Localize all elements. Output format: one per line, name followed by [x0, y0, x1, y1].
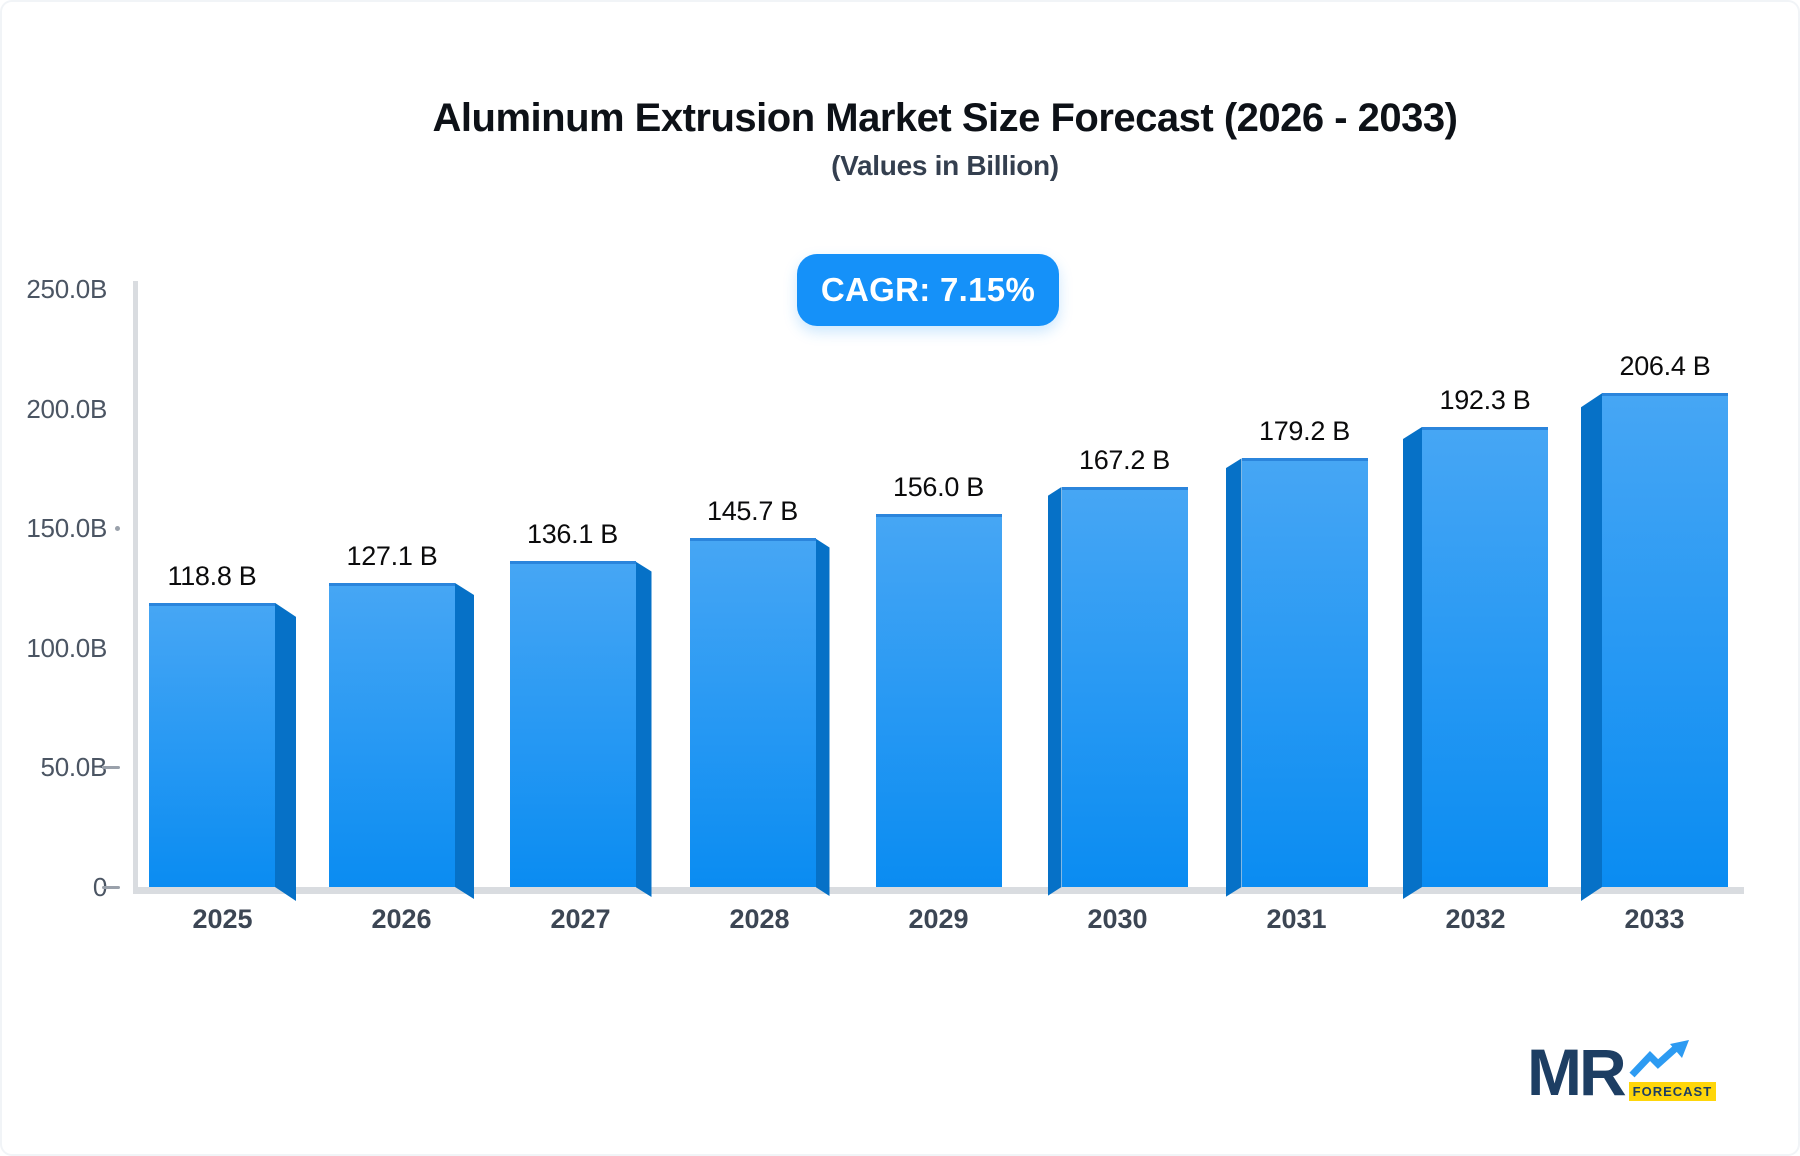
x-tick-label: 2028 [729, 904, 790, 934]
logo-tagline: FORECAST [1628, 1082, 1717, 1101]
bar-side-face [455, 583, 474, 899]
bar-2026 [329, 582, 455, 887]
bar-value-label: 118.8 B [167, 560, 257, 591]
logo-mr-text: MR [1527, 1035, 1627, 1109]
bar-2030 [1061, 487, 1188, 887]
y-tick-mark [115, 525, 120, 531]
y-tick-label: 0 [92, 872, 107, 902]
x-tick-label: 2030 [1087, 904, 1148, 934]
x-tick-label: 2031 [1266, 904, 1327, 934]
bar-2028 [689, 538, 816, 887]
x-tick-label: 2032 [1445, 904, 1506, 934]
y-tick-label: 50.0B [40, 752, 108, 783]
bar-side-face [275, 603, 296, 901]
chart-subtitle: (Values in Billion) [831, 150, 1059, 181]
bar-2032 [1422, 427, 1548, 887]
x-tick-label: 2033 [1624, 904, 1685, 934]
y-tick-label: 150.0B [26, 513, 107, 544]
y-tick-label: 100.0B [26, 632, 107, 663]
bar-value-label: 145.7 B [707, 496, 798, 527]
x-axis-line [133, 887, 1744, 894]
bar-2029 [875, 513, 1002, 887]
y-tick-mark [102, 885, 120, 889]
bar-2033 [1602, 393, 1728, 887]
bar-value-label: 156.0 B [893, 471, 984, 502]
bar-value-label: 167.2 B [1079, 445, 1170, 476]
x-tick-label: 2026 [371, 904, 432, 934]
bar-2025 [149, 602, 275, 887]
logo-right-column: FORECAST [1628, 1040, 1717, 1101]
bar-value-label: 136.1 B [527, 519, 618, 550]
y-tick-label: 200.0B [26, 393, 107, 424]
x-tick-label: 2027 [550, 904, 611, 934]
bar-value-label: 127.1 B [346, 540, 438, 571]
bar-2027 [509, 561, 636, 887]
bar-side-face [1048, 487, 1062, 896]
x-tick-label: 2029 [908, 904, 969, 934]
bar-side-face [1403, 427, 1422, 899]
x-tick-label: 2025 [192, 904, 253, 934]
growth-arrow-icon [1629, 1040, 1689, 1078]
y-tick-label: 250.0B [26, 274, 107, 304]
bar-side-face [636, 561, 652, 897]
y-tick-mark [102, 765, 120, 769]
bar-side-face [1226, 458, 1242, 897]
bar-side-face [816, 538, 830, 896]
bar-side-face [1581, 393, 1602, 901]
bar-value-label: 206.4 B [1619, 351, 1711, 382]
bar-2031 [1241, 458, 1368, 887]
cagr-badge: CAGR: 7.15% [797, 254, 1059, 326]
chart-title: Aluminum Extrusion Market Size Forecast … [432, 96, 1458, 140]
bar-value-label: 179.2 B [1259, 416, 1350, 447]
bar-value-label: 192.3 B [1439, 385, 1531, 416]
brand-logo: MR FORECAST [1527, 1035, 1717, 1109]
y-axis-line [133, 281, 138, 894]
